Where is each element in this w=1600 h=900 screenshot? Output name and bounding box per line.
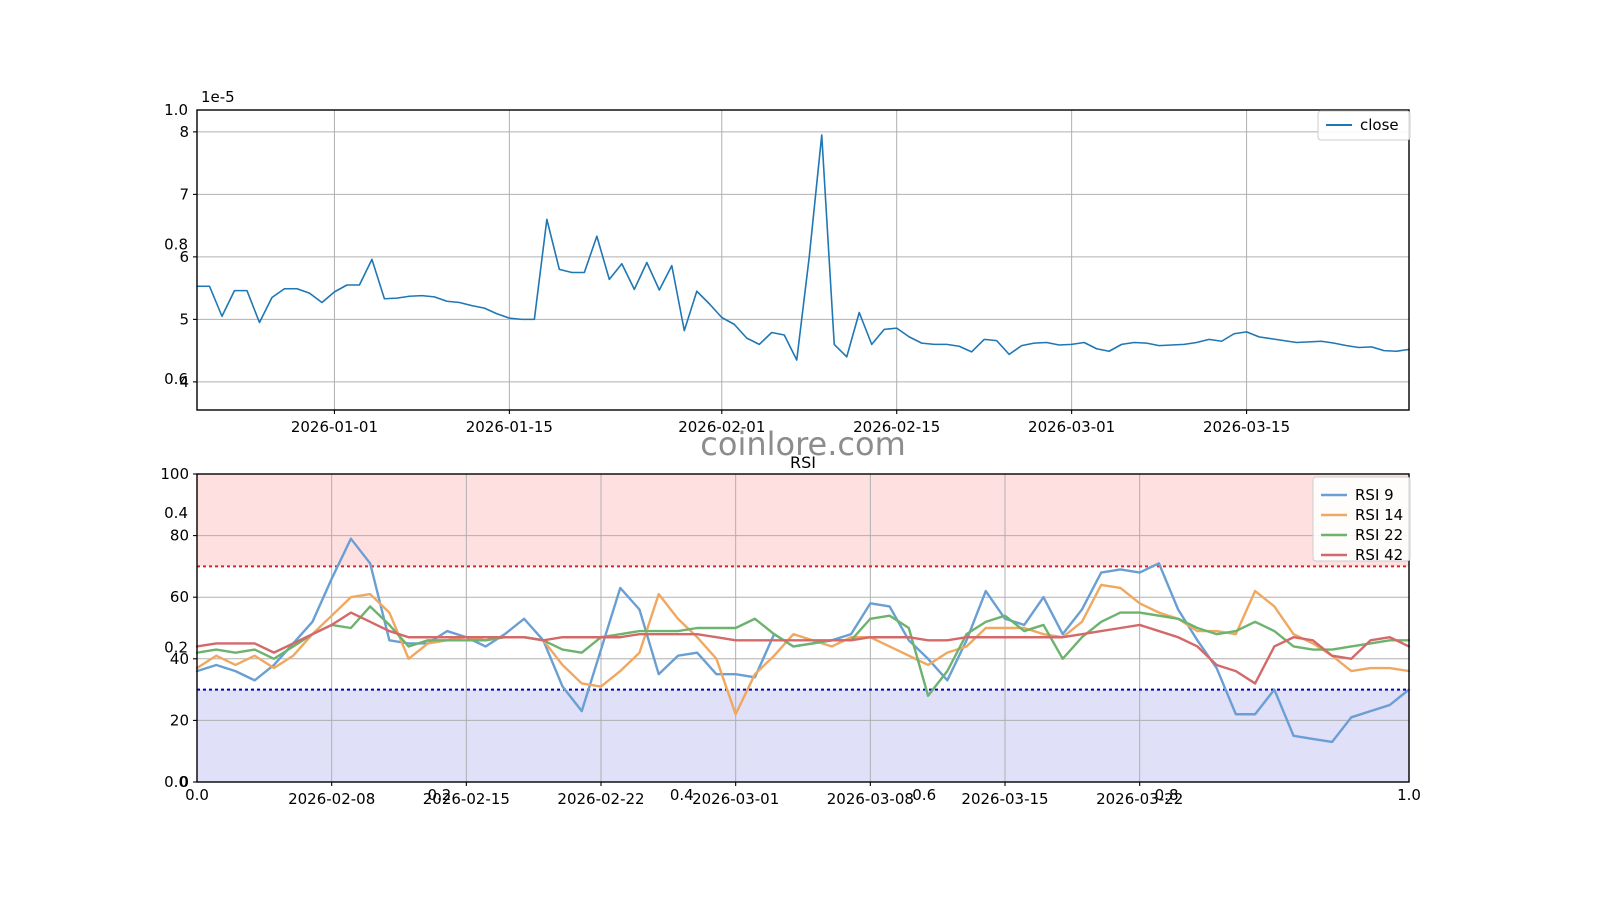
- rsi-y-ticklabel-80: 80: [170, 527, 189, 545]
- price-x-ticklabel-2026-01-01: 2026-01-01: [291, 418, 378, 436]
- price-close-line: [196, 134, 1410, 361]
- price-y-ticklabel-8: 8: [179, 123, 189, 141]
- rsi-y-tickmarks: [193, 473, 197, 783]
- rsi-y-ticklabel-20: 20: [170, 711, 189, 729]
- background-y-ticklabel-0.0: 0.0: [164, 773, 188, 791]
- rsi-legend-label-rsi-14: RSI 14: [1355, 506, 1403, 524]
- price-plot-border: [196, 109, 1410, 411]
- price-legend-label-close: close: [1360, 116, 1399, 134]
- rsi-chart-title: RSI: [790, 453, 816, 472]
- price-x-ticklabels: 2026-01-01 2026-01-15 2026-02-01 2026-02-15…: [291, 418, 1290, 436]
- price-x-ticklabel-2026-03-15: 2026-03-15: [1203, 418, 1290, 436]
- price-y-offset-text: 1e-5: [201, 88, 235, 106]
- background-axis-x-ticklabels: 0.0 0.2 0.4 0.6 0.8 1.0: [185, 786, 1421, 804]
- rsi-x-ticklabel-2026-02-15: 2026-02-15: [423, 790, 510, 808]
- coinlore-watermark: coinlore.com: [700, 425, 905, 463]
- rsi-legend[interactable]: RSI 9 RSI 14 RSI 22 RSI 42: [1312, 476, 1411, 564]
- background-x-ticklabel-0.4: 0.4: [670, 786, 694, 804]
- rsi-gridlines: [197, 474, 1409, 782]
- rsi-x-ticklabel-2026-02-08: 2026-02-08: [288, 790, 375, 808]
- rsi-line-rsi-42: [195, 611, 1411, 685]
- price-y-ticklabel-6: 6: [179, 248, 189, 266]
- rsi-overbought-band: [197, 474, 1409, 567]
- rsi-x-ticklabel-2026-02-22: 2026-02-22: [557, 790, 644, 808]
- price-x-ticklabel-2026-01-15: 2026-01-15: [466, 418, 553, 436]
- rsi-legend-label-rsi-9: RSI 9: [1355, 486, 1394, 504]
- rsi-x-ticklabels: 2026-02-08 2026-02-15 2026-02-22 2026-03-01…: [288, 790, 1183, 808]
- rsi-legend-items: RSI 9 RSI 14 RSI 22 RSI 42: [1321, 486, 1403, 564]
- price-x-ticklabel-2026-02-01: 2026-02-01: [678, 418, 765, 436]
- price-y-ticklabel-7: 7: [179, 185, 189, 203]
- background-y-ticklabel-1.0: 1.0: [164, 101, 188, 119]
- background-x-ticklabel-0.8: 0.8: [1155, 786, 1179, 804]
- rsi-x-ticklabel-2026-03-15: 2026-03-15: [961, 790, 1048, 808]
- rsi-y-ticklabels: 0 20 40 60 80 100: [160, 465, 189, 791]
- price-y-tickmarks: [193, 131, 197, 383]
- price-x-tickmarks: [333, 410, 1248, 414]
- price-x-ticklabel-2026-03-01: 2026-03-01: [1028, 418, 1115, 436]
- rsi-plot-border: [196, 473, 1410, 783]
- background-axis-y-ticklabels: 0.0 0.2 0.4 0.6 0.8 1.0: [164, 101, 188, 791]
- rsi-x-ticklabel-2026-03-01: 2026-03-01: [692, 790, 779, 808]
- rsi-x-ticklabel-2026-03-08: 2026-03-08: [827, 790, 914, 808]
- rsi-line-rsi-22: [195, 605, 1411, 697]
- price-plot-background: [197, 110, 1409, 410]
- background-x-ticklabel-0.0: 0.0: [185, 786, 209, 804]
- rsi-legend-label-rsi-22: RSI 22: [1355, 526, 1403, 544]
- background-y-ticklabel-0.6: 0.6: [164, 370, 188, 388]
- rsi-y-ticklabel-100: 100: [160, 465, 189, 483]
- rsi-legend-label-rsi-42: RSI 42: [1355, 546, 1403, 564]
- price-gridlines: [197, 110, 1409, 410]
- background-y-ticklabel-0.8: 0.8: [164, 235, 188, 253]
- rsi-y-ticklabel-0: 0: [179, 773, 189, 791]
- background-y-ticklabel-0.2: 0.2: [164, 639, 188, 657]
- rsi-y-ticklabel-40: 40: [170, 650, 189, 668]
- background-x-ticklabel-1.0: 1.0: [1397, 786, 1421, 804]
- rsi-x-tickmarks: [331, 782, 1141, 786]
- price-y-ticklabel-5: 5: [179, 310, 189, 328]
- price-legend[interactable]: close: [1317, 110, 1411, 141]
- background-y-ticklabel-0.4: 0.4: [164, 504, 188, 522]
- price-legend-box: [1317, 110, 1411, 141]
- rsi-x-ticklabel-2026-03-22: 2026-03-22: [1096, 790, 1183, 808]
- rsi-y-ticklabel-60: 60: [170, 588, 189, 606]
- price-y-ticklabel-4: 4: [179, 373, 189, 391]
- price-y-ticklabels: 4 5 6 7 8: [179, 123, 189, 391]
- rsi-oversold-band: [197, 689, 1409, 782]
- background-x-ticklabel-0.2: 0.2: [427, 786, 451, 804]
- background-x-ticklabel-0.6: 0.6: [912, 786, 936, 804]
- rsi-series-lines: [195, 537, 1411, 744]
- rsi-legend-box: [1312, 476, 1411, 562]
- price-x-ticklabel-2026-02-15: 2026-02-15: [853, 418, 940, 436]
